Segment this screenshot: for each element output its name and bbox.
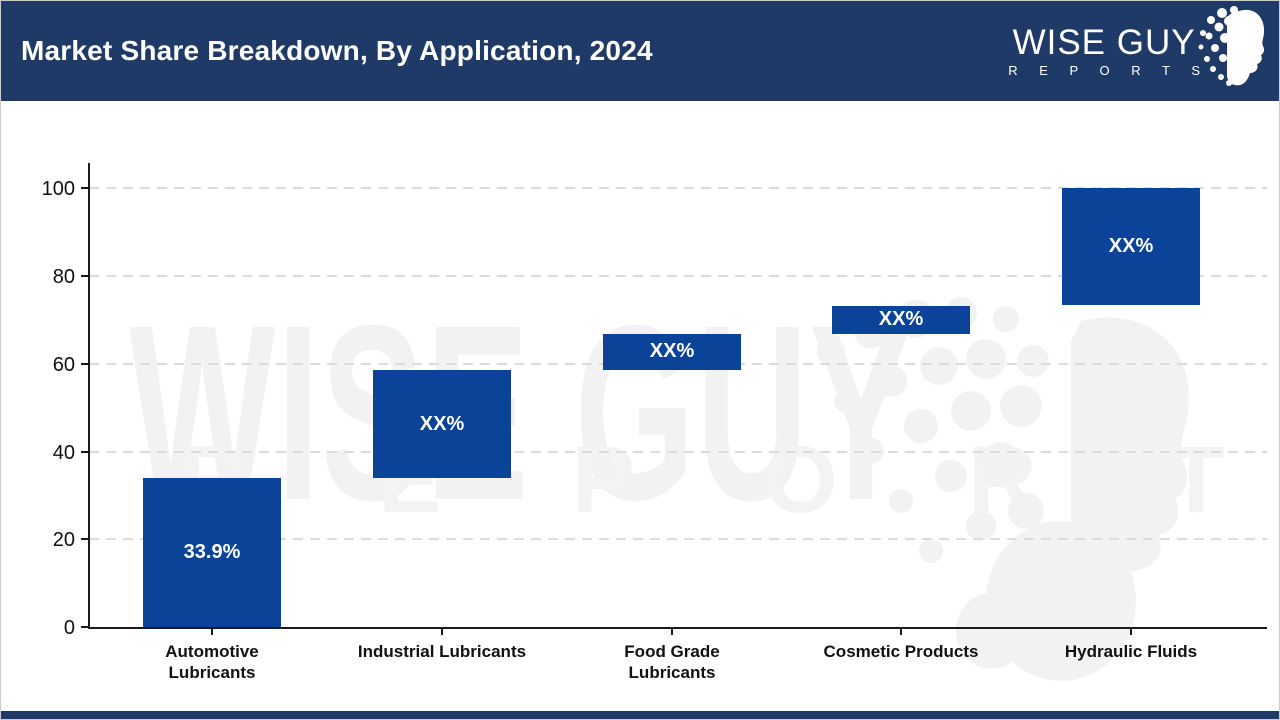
y-axis-tick-label: 60 <box>52 353 75 376</box>
y-axis-tick-label: 100 <box>41 178 75 201</box>
y-axis-tick <box>81 538 89 541</box>
bar-value-label: XX% <box>649 340 695 363</box>
x-axis-tick <box>900 627 902 635</box>
gridline <box>89 450 1267 453</box>
category-label: Cosmetic Products <box>823 642 979 661</box>
header-bar: Market Share Breakdown, By Application, … <box>1 1 1279 101</box>
y-axis-tick-label: 0 <box>63 617 75 639</box>
category-label: Food Grade Lubricants <box>624 642 720 683</box>
logo-subtitle: R E P O R T S <box>1008 63 1209 78</box>
chart-title: Market Share Breakdown, By Application, … <box>21 35 653 66</box>
bar-segment: XX% <box>603 333 741 370</box>
bar-segment: XX% <box>1062 188 1200 306</box>
y-axis-tick <box>81 275 89 278</box>
bar-segment: XX% <box>373 369 511 479</box>
y-axis-tick-label: 40 <box>52 441 75 464</box>
category-label: Hydraulic Fluids <box>1064 642 1198 661</box>
logo-face-icon <box>1198 6 1265 86</box>
bar-value-label: XX% <box>419 412 465 435</box>
bar-segment: XX% <box>832 305 970 334</box>
plot-area: WISE GUY R E P O R T S 02040608010033.9%… <box>1 101 1279 713</box>
x-axis-tick <box>441 627 443 635</box>
y-axis-tick-label: 80 <box>52 266 75 289</box>
y-axis-line <box>88 163 90 629</box>
logo-text: WISE GUY R E P O R T S <box>999 25 1209 77</box>
bar-value-label: 33.9% <box>183 541 241 564</box>
y-axis-tick-label: 20 <box>52 529 75 552</box>
wise-guy-logo: WISE GUY R E P O R T S <box>999 6 1267 91</box>
y-axis-tick <box>81 362 89 365</box>
bar-value-label: XX% <box>878 308 924 331</box>
logo-wordmark: WISE GUY <box>1012 23 1196 62</box>
x-axis-line <box>88 627 1267 629</box>
y-axis-tick <box>81 187 89 190</box>
bar-segment: 33.9% <box>143 478 281 627</box>
footer-bar <box>1 711 1279 719</box>
gridline <box>89 187 1267 190</box>
y-axis-tick <box>81 626 89 628</box>
category-label: Automotive Lubricants <box>165 642 259 683</box>
x-axis-tick <box>1130 627 1132 635</box>
y-axis-tick <box>81 450 89 453</box>
x-axis-tick <box>671 627 673 635</box>
gridline <box>89 538 1267 541</box>
category-label: Industrial Lubricants <box>357 642 527 661</box>
bar-value-label: XX% <box>1108 235 1154 258</box>
gridline <box>89 275 1267 278</box>
x-axis-tick <box>211 627 213 635</box>
